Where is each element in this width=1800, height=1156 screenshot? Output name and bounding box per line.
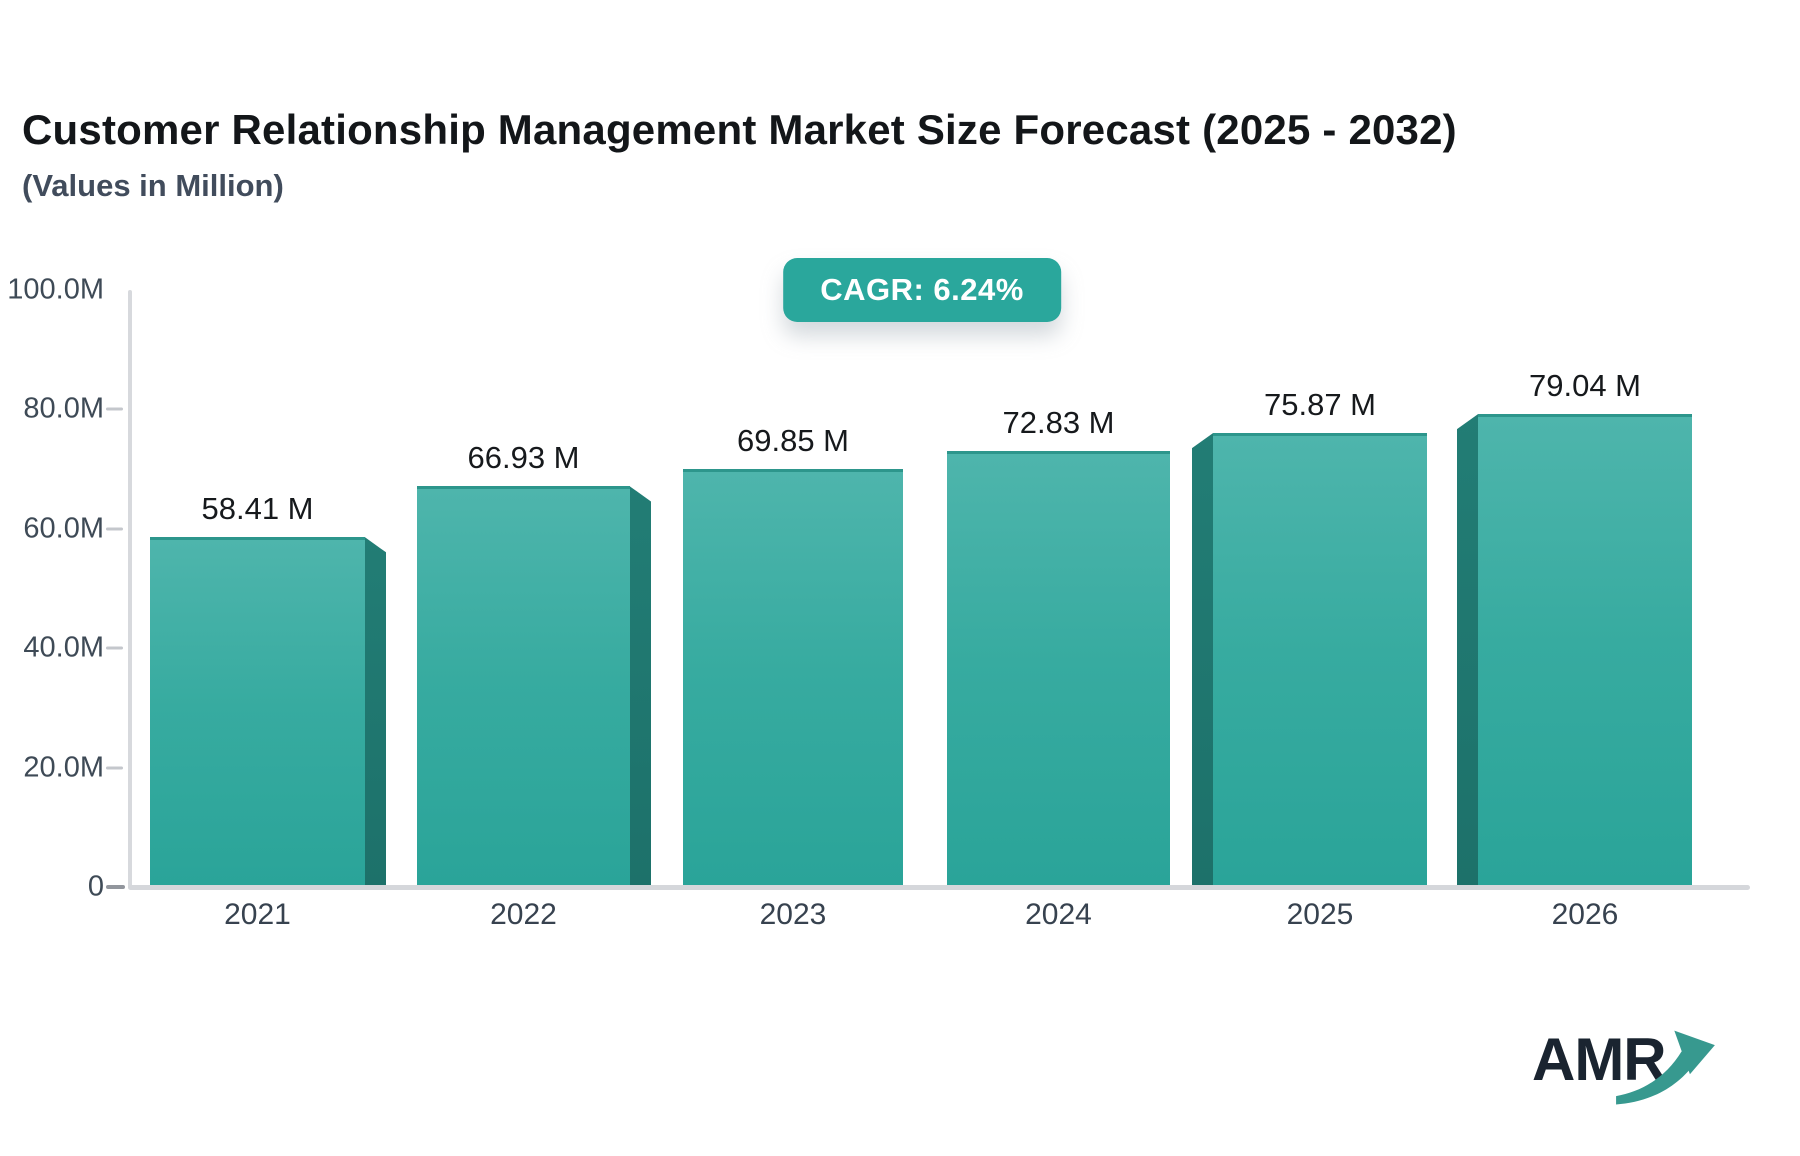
bar-2025[interactable] bbox=[1192, 433, 1427, 886]
bar-3d-side-2022 bbox=[630, 486, 651, 886]
x-axis-label-2025: 2025 bbox=[1286, 898, 1354, 931]
x-axis-label-2022: 2022 bbox=[490, 898, 557, 931]
bar-2022[interactable] bbox=[417, 486, 651, 886]
growth-arrow-icon bbox=[1616, 1030, 1715, 1105]
bar-2024[interactable] bbox=[947, 451, 1170, 886]
amr-logo-text: AMR bbox=[1532, 1026, 1667, 1093]
y-axis-tick bbox=[106, 885, 125, 889]
amr-logo: AMR bbox=[1532, 1030, 1722, 1120]
bar-value-label-2025: 75.87 M bbox=[1263, 387, 1377, 423]
y-axis-tick bbox=[106, 766, 123, 770]
y-axis-label-80.0M: 80.0M bbox=[23, 392, 104, 425]
bar-2026[interactable] bbox=[1457, 414, 1692, 886]
y-axis-label-0: 0 bbox=[87, 870, 104, 903]
y-axis-tick bbox=[106, 646, 123, 650]
y-axis-label-40.0M: 40.0M bbox=[23, 631, 104, 664]
bar-2023[interactable] bbox=[683, 469, 903, 886]
cagr-badge: CAGR: 6.24% bbox=[783, 258, 1061, 322]
bar-3d-side-2021 bbox=[365, 537, 386, 886]
page-title: Customer Relationship Management Market … bbox=[22, 106, 1457, 153]
y-axis-tick bbox=[106, 407, 123, 411]
y-axis-label-60.0M: 60.0M bbox=[23, 512, 104, 545]
x-axis-label-2021: 2021 bbox=[224, 898, 291, 931]
bar-value-label-2022: 66.93 M bbox=[467, 440, 580, 476]
bar-3d-side-2025 bbox=[1192, 433, 1213, 886]
x-axis-line bbox=[128, 885, 1750, 890]
chart-subtitle: (Values in Million) bbox=[22, 168, 284, 203]
y-axis-tick bbox=[106, 527, 123, 531]
y-axis-label-20.0M: 20.0M bbox=[23, 751, 104, 784]
bar-value-label-2021: 58.41 M bbox=[201, 491, 314, 527]
x-axis-label-2023: 2023 bbox=[759, 898, 827, 931]
bar-value-label-2024: 72.83 M bbox=[1002, 405, 1115, 441]
y-axis-line bbox=[128, 290, 132, 889]
x-axis-label-2026: 2026 bbox=[1551, 898, 1619, 931]
bar-2021[interactable] bbox=[150, 537, 386, 886]
bar-value-label-2023: 69.85 M bbox=[736, 422, 850, 458]
y-axis-label-100.0M: 100.0M bbox=[7, 273, 104, 306]
bar-value-label-2026: 79.04 M bbox=[1528, 368, 1642, 404]
x-axis-label-2024: 2024 bbox=[1025, 898, 1092, 931]
bar-3d-side-2026 bbox=[1457, 414, 1478, 886]
